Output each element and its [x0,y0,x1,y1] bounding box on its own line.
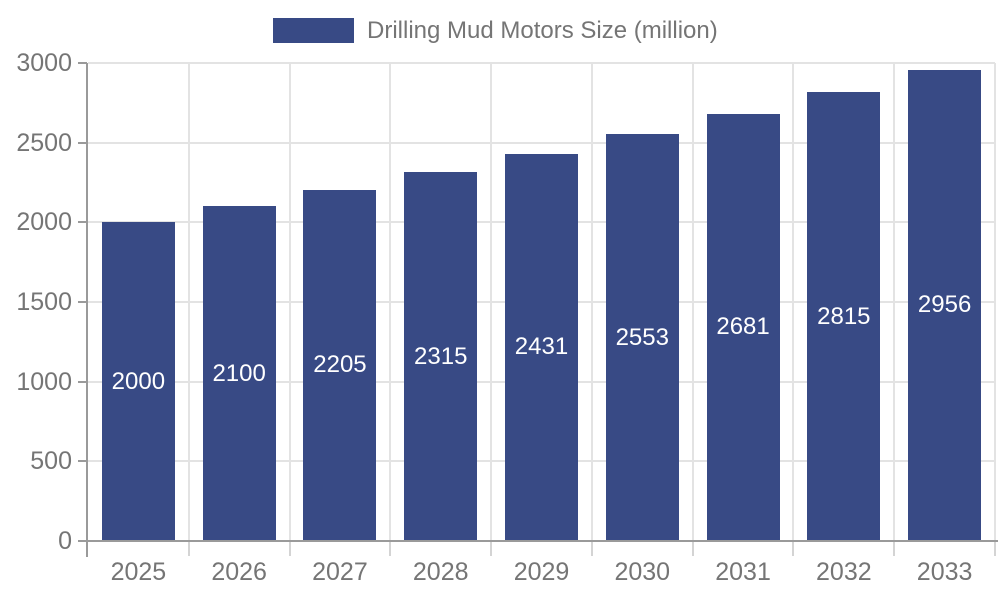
bar-2030: 2553 [605,134,679,541]
y-axis-tick [78,62,87,64]
bar-2027: 2205 [303,189,377,541]
v-gridline [187,63,190,541]
y-tick-label-3000: 3000 [16,49,72,77]
bar-2032: 2815 [807,92,881,541]
plot-area: 2000 2100 2205 2315 2431 2553 2681 2815 2956 [88,62,996,541]
y-tick-label-2500: 2500 [16,128,72,157]
bar-2031: 2681 [706,113,780,541]
v-gridline [893,63,896,541]
x-tick-label-2033: 2033 [916,558,973,586]
x-axis-tick [691,542,694,556]
x-axis-line [79,540,998,542]
y-axis-line [86,63,88,557]
y-tick-label-500: 500 [30,447,72,476]
y-axis-tick [78,221,87,224]
x-tick-label-2025: 2025 [110,558,167,586]
x-tick-label-2031: 2031 [715,558,771,586]
x-tick-label-2032: 2032 [816,558,872,586]
bar-2028: 2315 [404,172,478,541]
x-axis-tick [288,542,291,556]
v-gridline [590,63,593,541]
y-axis-tick [78,141,87,144]
x-axis-tick [389,542,392,556]
x-axis-tick [490,542,493,556]
y-tick-label-0: 0 [58,527,72,555]
bar-value-label: 2431 [514,333,569,361]
bar-2025: 2000 [101,222,175,541]
legend-swatch [273,18,354,43]
bar-value-label: 2205 [313,351,367,379]
x-axis-tick [187,542,190,556]
x-axis-tick [590,542,593,556]
x-tick-label-2028: 2028 [412,558,469,586]
bar-value-label: 2000 [111,367,166,395]
bar-2029: 2431 [505,153,578,541]
bar-value-label: 2315 [414,342,468,370]
y-axis-tick [78,301,87,303]
legend[interactable]: Drilling Mud Motors Size (million) [273,16,718,44]
bar-2026: 2100 [202,206,276,541]
h-gridline-3000 [88,62,995,64]
bar-value-label: 2681 [716,313,770,341]
x-tick-label-2030: 2030 [614,558,671,586]
x-tick-label-2027: 2027 [312,558,368,586]
x-tick-label-2029: 2029 [513,558,570,586]
bar-2033: 2956 [908,70,982,541]
h-gridline-2500 [88,141,995,144]
bar-value-label: 2956 [917,291,972,319]
x-tick-label-2026: 2026 [211,558,267,586]
bar-value-label: 2553 [615,323,669,351]
v-gridline [792,63,795,541]
y-axis-tick [78,380,87,383]
y-tick-label-1500: 1500 [16,288,72,316]
legend-label: Drilling Mud Motors Size (million) [367,16,718,44]
bar-value-label: 2100 [212,359,266,387]
v-gridline [288,63,291,541]
v-gridline [490,63,493,541]
x-axis-tick [893,542,896,556]
bar-value-label: 2815 [817,302,871,330]
y-axis-tick [78,460,87,463]
v-gridline [389,63,392,541]
y-tick-label-2000: 2000 [16,208,72,237]
y-tick-label-1000: 1000 [16,367,72,396]
v-gridline [691,63,694,541]
y-axis-tick [78,540,87,542]
x-axis-tick [792,542,795,556]
x-axis-tick [994,542,996,556]
v-gridline [994,63,996,541]
